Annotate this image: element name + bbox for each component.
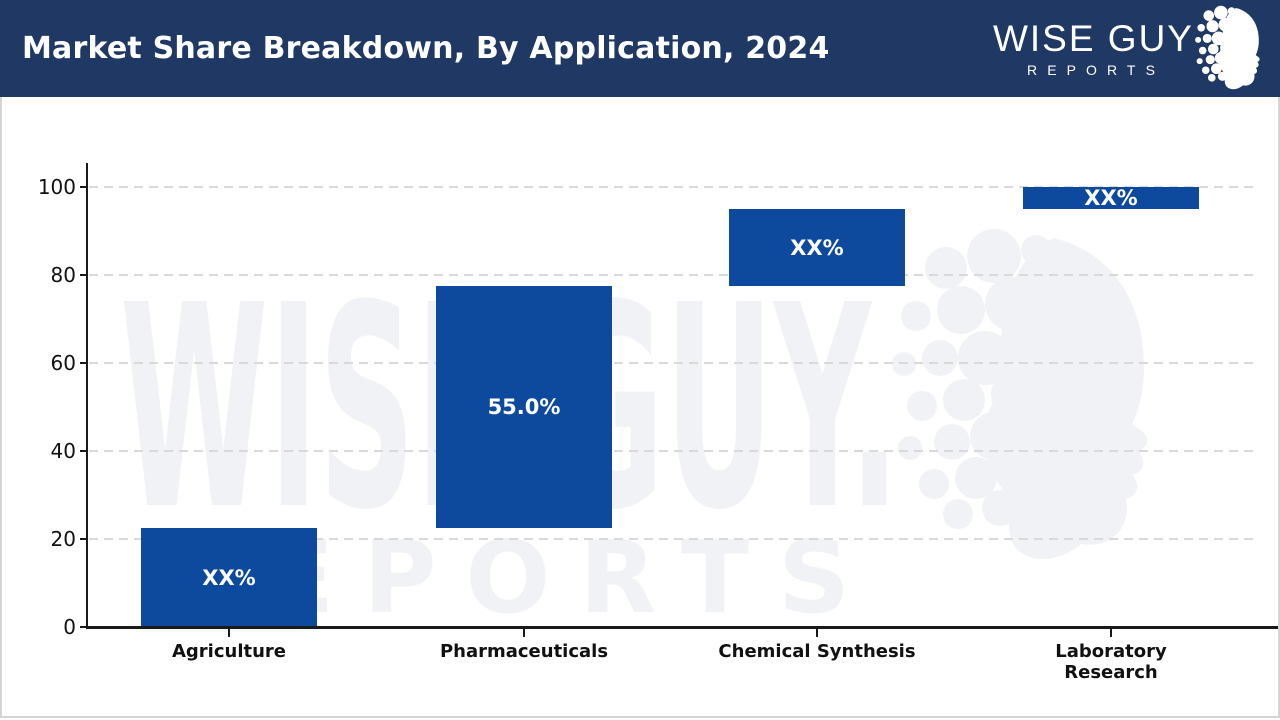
y-tick-80: [80, 274, 88, 276]
x-category-label-line: Pharmaceuticals: [439, 641, 609, 662]
x-category-label-line: Laboratory: [1055, 641, 1167, 662]
gridline-100: [89, 186, 1258, 188]
x-category-label-line: Chemical Synthesis: [718, 641, 916, 662]
y-tick-label-60: 60: [50, 351, 76, 375]
y-tick-label-100: 100: [37, 175, 76, 199]
x-category-label-line: Research: [1064, 662, 1158, 683]
bar-Agriculture: XX%: [141, 528, 317, 627]
x-tick-Pharmaceuticals: [523, 629, 525, 637]
bar-value-label: 55.0%: [487, 395, 561, 419]
bar-value-label: XX%: [1084, 186, 1138, 210]
y-tick-20: [80, 538, 88, 540]
y-tick-60: [80, 362, 88, 364]
x-tick-Chemical Synthesis: [816, 629, 818, 637]
y-tick-40: [80, 450, 88, 452]
x-category-label-line: Agriculture: [171, 641, 287, 662]
bar-value-label: XX%: [202, 565, 256, 590]
logo-face-icon: [1188, 5, 1272, 93]
x-category-label: Laboratory Research: [991, 641, 1231, 683]
bar-Pharmaceuticals: 55.0%: [436, 286, 612, 528]
x-tick-Laboratory Research: [1110, 629, 1112, 637]
y-tick-label-20: 20: [50, 527, 76, 551]
gridline-80: [89, 274, 1258, 276]
y-tick-0: [80, 626, 88, 628]
watermark-face-icon: [892, 229, 1148, 560]
wise-guy-reports-logo: WISE GUY REPORTS: [993, 5, 1272, 93]
gridline-20: [89, 538, 1258, 540]
y-tick-100: [80, 186, 88, 188]
x-axis-line: [86, 626, 1278, 629]
y-tick-label-40: 40: [50, 439, 76, 463]
page-title: Market Share Breakdown, By Application, …: [22, 31, 830, 66]
x-category-label: Agriculture: [109, 641, 349, 662]
y-axis-line: [86, 163, 88, 629]
y-tick-label-80: 80: [50, 263, 76, 287]
x-category-label: Chemical Synthesis: [697, 641, 937, 662]
x-tick-Agriculture: [228, 629, 230, 637]
bar-Laboratory Research: XX%: [1023, 186, 1199, 210]
logo-text: WISE GUY REPORTS: [993, 20, 1194, 78]
x-category-label: Pharmaceuticals: [404, 641, 644, 662]
gridline-40: [89, 450, 1258, 452]
gridline-60: [89, 362, 1258, 364]
logo-wordmark: WISE GUY: [992, 17, 1194, 59]
bar-Chemical Synthesis: XX%: [729, 209, 905, 286]
bar-value-label: XX%: [790, 235, 844, 260]
header-bar: Market Share Breakdown, By Application, …: [0, 0, 1280, 97]
y-tick-label-0: 0: [63, 615, 76, 639]
logo-subtitle: REPORTS: [1027, 61, 1165, 78]
